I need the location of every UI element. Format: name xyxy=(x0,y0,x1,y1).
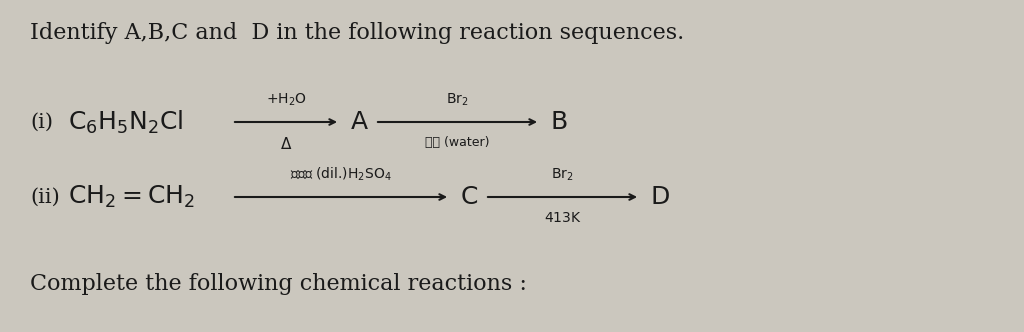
Text: $\mathrm{+H_2O}$: $\mathrm{+H_2O}$ xyxy=(265,92,306,108)
Text: $\Delta$: $\Delta$ xyxy=(280,136,292,152)
Text: $\mathrm{413K}$: $\mathrm{413K}$ xyxy=(544,211,582,225)
Text: Complete the following chemical reactions :: Complete the following chemical reaction… xyxy=(30,273,527,295)
Text: (i): (i) xyxy=(30,113,53,131)
Text: $\mathrm{C}$: $\mathrm{C}$ xyxy=(460,185,478,209)
Text: $\mathrm{B}$: $\mathrm{B}$ xyxy=(550,110,567,134)
Text: $\mathrm{Br_2}$: $\mathrm{Br_2}$ xyxy=(551,167,573,183)
Text: तनु (dil.)$\mathrm{H_2SO_4}$: तनु (dil.)$\mathrm{H_2SO_4}$ xyxy=(290,166,392,183)
Text: जल (water): जल (water) xyxy=(425,136,489,149)
Text: $\mathrm{Br_2}$: $\mathrm{Br_2}$ xyxy=(446,92,469,108)
Text: Identify A,B,C and  D in the following reaction sequences.: Identify A,B,C and D in the following re… xyxy=(30,22,684,44)
Text: $\mathrm{A}$: $\mathrm{A}$ xyxy=(350,110,369,134)
Text: $\mathrm{CH_2{=}CH_2}$: $\mathrm{CH_2{=}CH_2}$ xyxy=(68,184,195,210)
Text: $\mathrm{C_6H_5N_2Cl}$: $\mathrm{C_6H_5N_2Cl}$ xyxy=(68,109,183,135)
Text: (ii): (ii) xyxy=(30,188,59,207)
Text: $\mathrm{D}$: $\mathrm{D}$ xyxy=(650,185,670,209)
